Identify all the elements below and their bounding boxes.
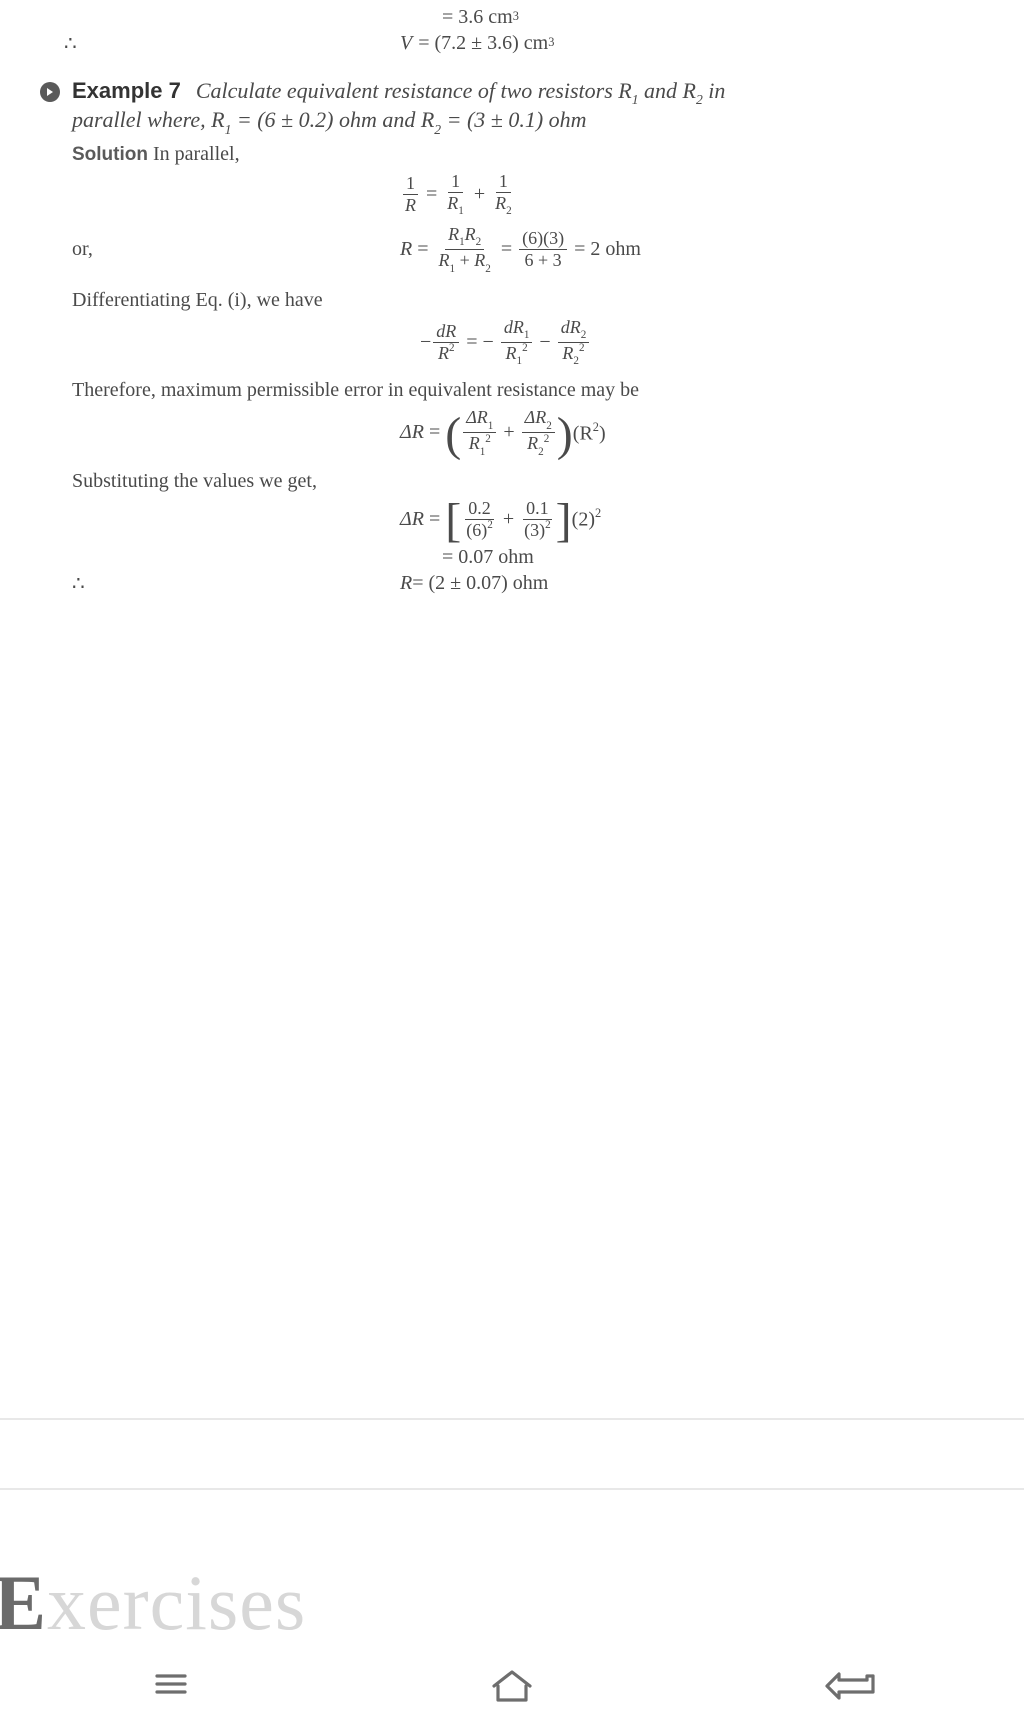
example-label: Example 7 [72, 78, 181, 103]
subst-text: Substituting the values we get, [72, 470, 984, 493]
eq-subst: ΔR = [ 0.2(6)2 + 0.1(3)2 ] (2)2 [40, 499, 984, 540]
example-line1: Calculate equivalent resistance of two r… [185, 78, 726, 103]
therefore-text: Therefore, maximum permissible error in … [72, 379, 984, 402]
example-line2: parallel where, R1 = (6 ± 0.2) ohm and R… [72, 107, 984, 136]
eq-parallel: 1R = 1R1 + 1R2 [40, 172, 984, 217]
nav-recent-button[interactable] [134, 1660, 208, 1708]
content-area: = 3.6 cm3 ∴ V = (7.2 ± 3.6) cm3 Example … [40, 0, 984, 596]
eq-intro1-rhs: = 3.6 cm [442, 6, 513, 29]
separator-line-2 [0, 1488, 1024, 1490]
exercises-heading: Exercises [0, 1558, 1024, 1648]
eq-deltaR: ΔRR = ( ΔR1R12 + ΔR2R22 ) (R2) [40, 408, 984, 458]
separator-line-1 [0, 1418, 1024, 1420]
solution-label: Solution [72, 144, 148, 165]
eq-intro2-var: V [400, 32, 412, 55]
eq-intro-1: = 3.6 cm3 [40, 6, 984, 29]
example-block: Example 7 Calculate equivalent resistanc… [40, 78, 984, 107]
diff-text: Differentiating Eq. (i), we have [72, 289, 984, 312]
eq-diff: − dRR2 = − dR1R12 − dR2R22 [40, 318, 984, 368]
nav-back-button[interactable] [816, 1660, 890, 1708]
eq-intro2-rhs: = (7.2 ± 3.6) cm [418, 32, 548, 55]
bullet-icon [40, 82, 60, 102]
page-root: = 3.6 cm3 ∴ V = (7.2 ± 3.6) cm3 Example … [0, 0, 1024, 1730]
or-label: or, [72, 238, 93, 260]
android-nav-bar [0, 1648, 1024, 1720]
nav-home-button[interactable] [475, 1660, 549, 1708]
therefore-symbol-2: ∴ [72, 573, 85, 595]
eq-result: = 0.07 ohm [40, 546, 984, 569]
eq-R-value: or, R = R1R2 R1 + R2 = (6)(3)6 + 3 = 2 o… [40, 225, 984, 275]
solution-intro: Solution In parallel, [72, 143, 984, 166]
eq-final: ∴ R = (2 ± 0.07) ohm [40, 571, 984, 596]
therefore-symbol: ∴ [64, 33, 77, 55]
eq-intro-2: ∴ V = (7.2 ± 3.6) cm3 [40, 31, 984, 56]
